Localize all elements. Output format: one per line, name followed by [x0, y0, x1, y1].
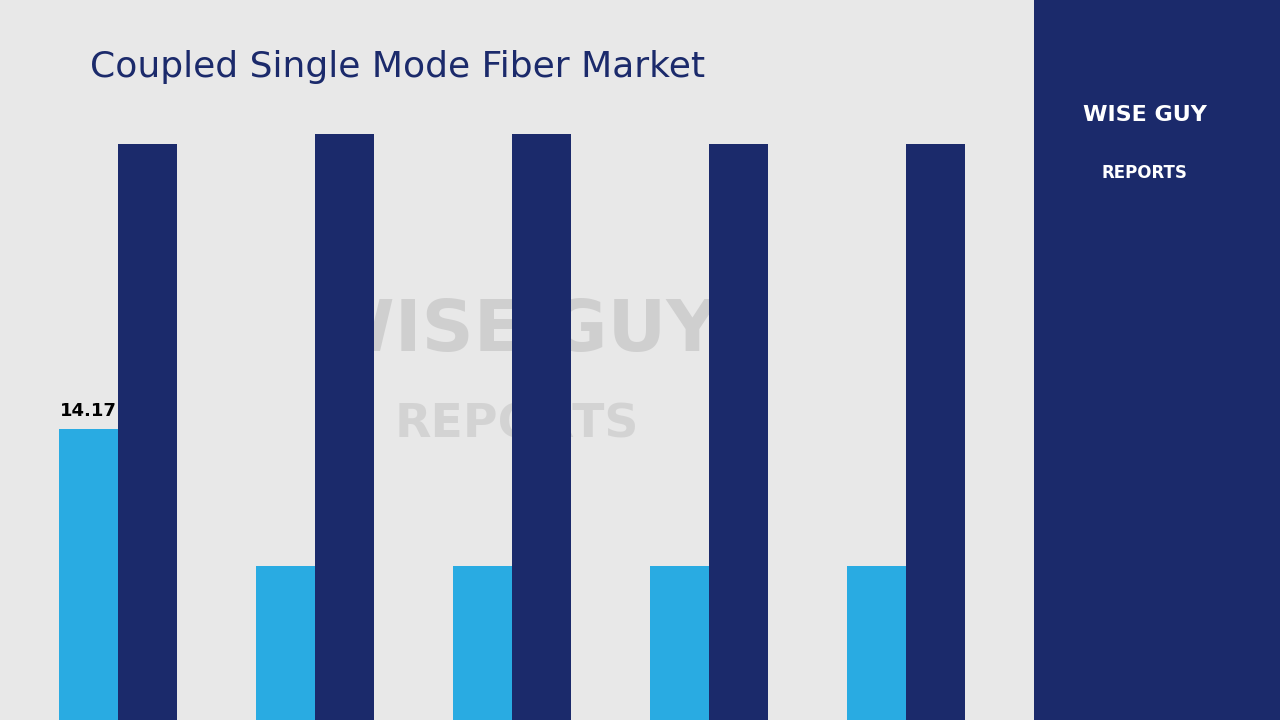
Text: 14.17: 14.17 — [60, 402, 116, 420]
Bar — [315, 134, 374, 720]
Text: WISE GUY: WISE GUY — [1083, 105, 1207, 125]
Text: REPORTS: REPORTS — [1102, 163, 1188, 181]
Text: Coupled Single Mode Fiber Market: Coupled Single Mode Fiber Market — [90, 50, 705, 84]
Bar — [847, 566, 906, 720]
Text: WISE GUY: WISE GUY — [315, 297, 719, 366]
Bar — [59, 428, 118, 720]
Bar — [118, 144, 177, 720]
Bar — [512, 134, 571, 720]
Text: REPORTS: REPORTS — [394, 402, 639, 447]
Bar — [453, 566, 512, 720]
Bar — [709, 144, 768, 720]
Bar — [906, 144, 965, 720]
Bar — [256, 566, 315, 720]
Bar — [650, 566, 709, 720]
